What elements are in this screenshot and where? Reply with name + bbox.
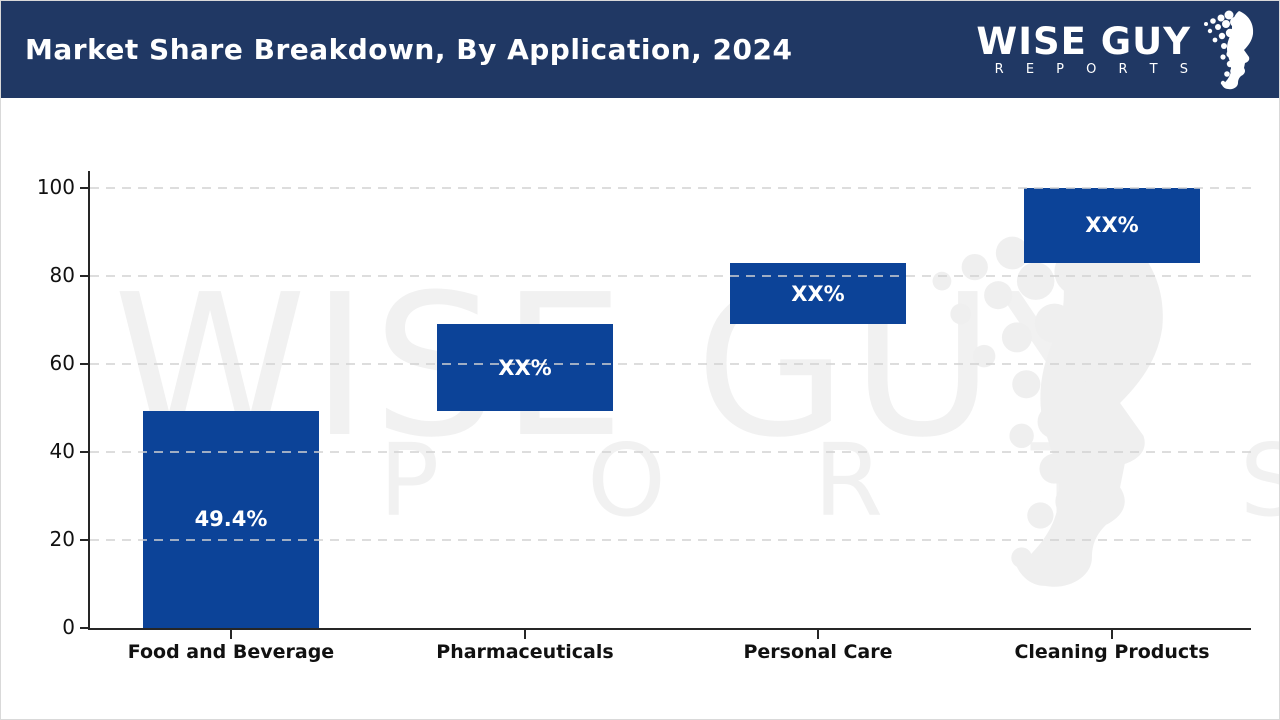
gridline [90,275,1251,277]
gridline [90,539,1251,541]
y-tick-label: 100 [36,175,75,199]
x-tick-mark [524,630,526,639]
logo-wordmark: WISE GUY [976,20,1191,63]
x-tick-mark [817,630,819,639]
x-tick-label: Cleaning Products [1014,641,1210,663]
page-title: Market Share Breakdown, By Application, … [25,33,793,66]
bar [730,262,906,325]
gridline [90,363,1251,365]
bar [143,410,319,628]
y-tick-mark [80,363,88,365]
y-tick-label: 20 [49,527,75,551]
bar-value-label: 49.4% [194,507,268,532]
y-tick-mark [80,627,88,629]
bar-value-label: XX% [791,281,845,306]
y-tick-label: 80 [49,263,75,287]
x-tick-mark [1111,630,1113,639]
y-tick-mark [80,187,88,189]
wise-guy-reports-logo: WISE GUY R E P O R T S [976,10,1257,90]
y-tick-label: 60 [49,351,75,375]
logo-subtitle: R E P O R T S [994,62,1197,77]
x-tick-label: Personal Care [743,641,893,663]
y-axis-line [88,171,90,630]
bar [437,324,613,411]
y-tick-label: 40 [49,439,75,463]
bar-value-label: XX% [1085,213,1139,238]
x-tick-label: Pharmaceuticals [436,641,614,663]
x-tick-mark [230,630,232,639]
gridline [90,451,1251,453]
x-tick-label: Food and Beverage [127,641,335,663]
header-bar: Market Share Breakdown, By Application, … [1,1,1279,98]
logo-text: WISE GUY R E P O R T S [976,23,1191,76]
bar-value-label: XX% [498,355,552,380]
gridline [90,187,1251,189]
y-tick-label: 0 [62,615,75,639]
x-axis-line [88,628,1251,630]
y-tick-mark [80,451,88,453]
y-tick-mark [80,539,88,541]
y-tick-mark [80,275,88,277]
